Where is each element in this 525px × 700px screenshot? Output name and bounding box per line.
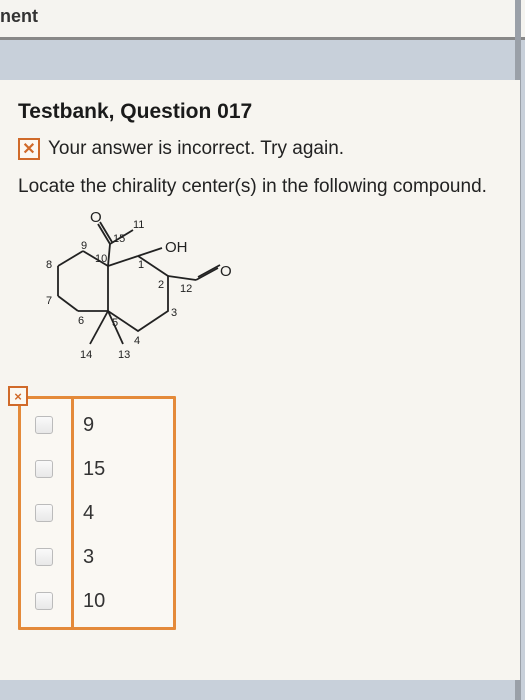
label-2: 2 [158, 279, 164, 291]
question-panel: Testbank, Question 017 ✕ Your answer is … [0, 80, 520, 680]
checkbox[interactable] [35, 592, 53, 610]
answer-row[interactable]: 4 [21, 491, 173, 535]
label-9: 9 [81, 240, 87, 252]
answer-row[interactable]: 10 [21, 579, 173, 623]
label-14: 14 [80, 349, 92, 361]
label-1: 1 [138, 259, 144, 271]
answer-label: 15 [83, 458, 105, 481]
label-5: 5 [112, 317, 118, 329]
label-4: 4 [134, 335, 140, 347]
checkbox[interactable] [35, 504, 53, 522]
answers-incorrect-icon: × [8, 386, 28, 406]
answer-label: 10 [83, 590, 105, 613]
answer-label: 3 [83, 546, 94, 569]
label-11: 11 [133, 219, 144, 231]
label-12: 12 [180, 283, 192, 295]
answer-label: 9 [83, 414, 94, 437]
question-title: Testbank, Question 017 [18, 100, 506, 124]
feedback-row: ✕ Your answer is incorrect. Try again. [18, 138, 506, 160]
label-8: 8 [46, 259, 52, 271]
answer-row[interactable]: 3 [21, 535, 173, 579]
answer-options: × 9 15 4 3 10 [18, 396, 176, 630]
header-title-fragment: nent [0, 6, 38, 26]
label-10: 10 [95, 253, 107, 265]
checkbox[interactable] [35, 460, 53, 478]
molecule-diagram: O 11 15 9 10 1 OH 2 12 O 3 4 5 6 7 8 13 … [28, 206, 238, 386]
label-7: 7 [46, 295, 52, 307]
feedback-text: Your answer is incorrect. Try again. [48, 138, 344, 160]
answer-row[interactable]: 15 [21, 447, 173, 491]
label-15: 15 [113, 233, 125, 245]
incorrect-icon: ✕ [18, 138, 40, 160]
checkbox[interactable] [35, 548, 53, 566]
label-3: 3 [171, 307, 177, 319]
atom-OH: OH [165, 239, 188, 256]
atom-O-right: O [220, 263, 232, 280]
atom-O-top: O [90, 209, 102, 226]
page-header: nent [0, 0, 525, 40]
label-6: 6 [78, 315, 84, 327]
answer-label: 4 [83, 502, 94, 525]
label-13: 13 [118, 349, 130, 361]
answer-row[interactable]: 9 [21, 403, 173, 447]
question-prompt: Locate the chirality center(s) in the fo… [18, 176, 506, 198]
checkbox[interactable] [35, 416, 53, 434]
